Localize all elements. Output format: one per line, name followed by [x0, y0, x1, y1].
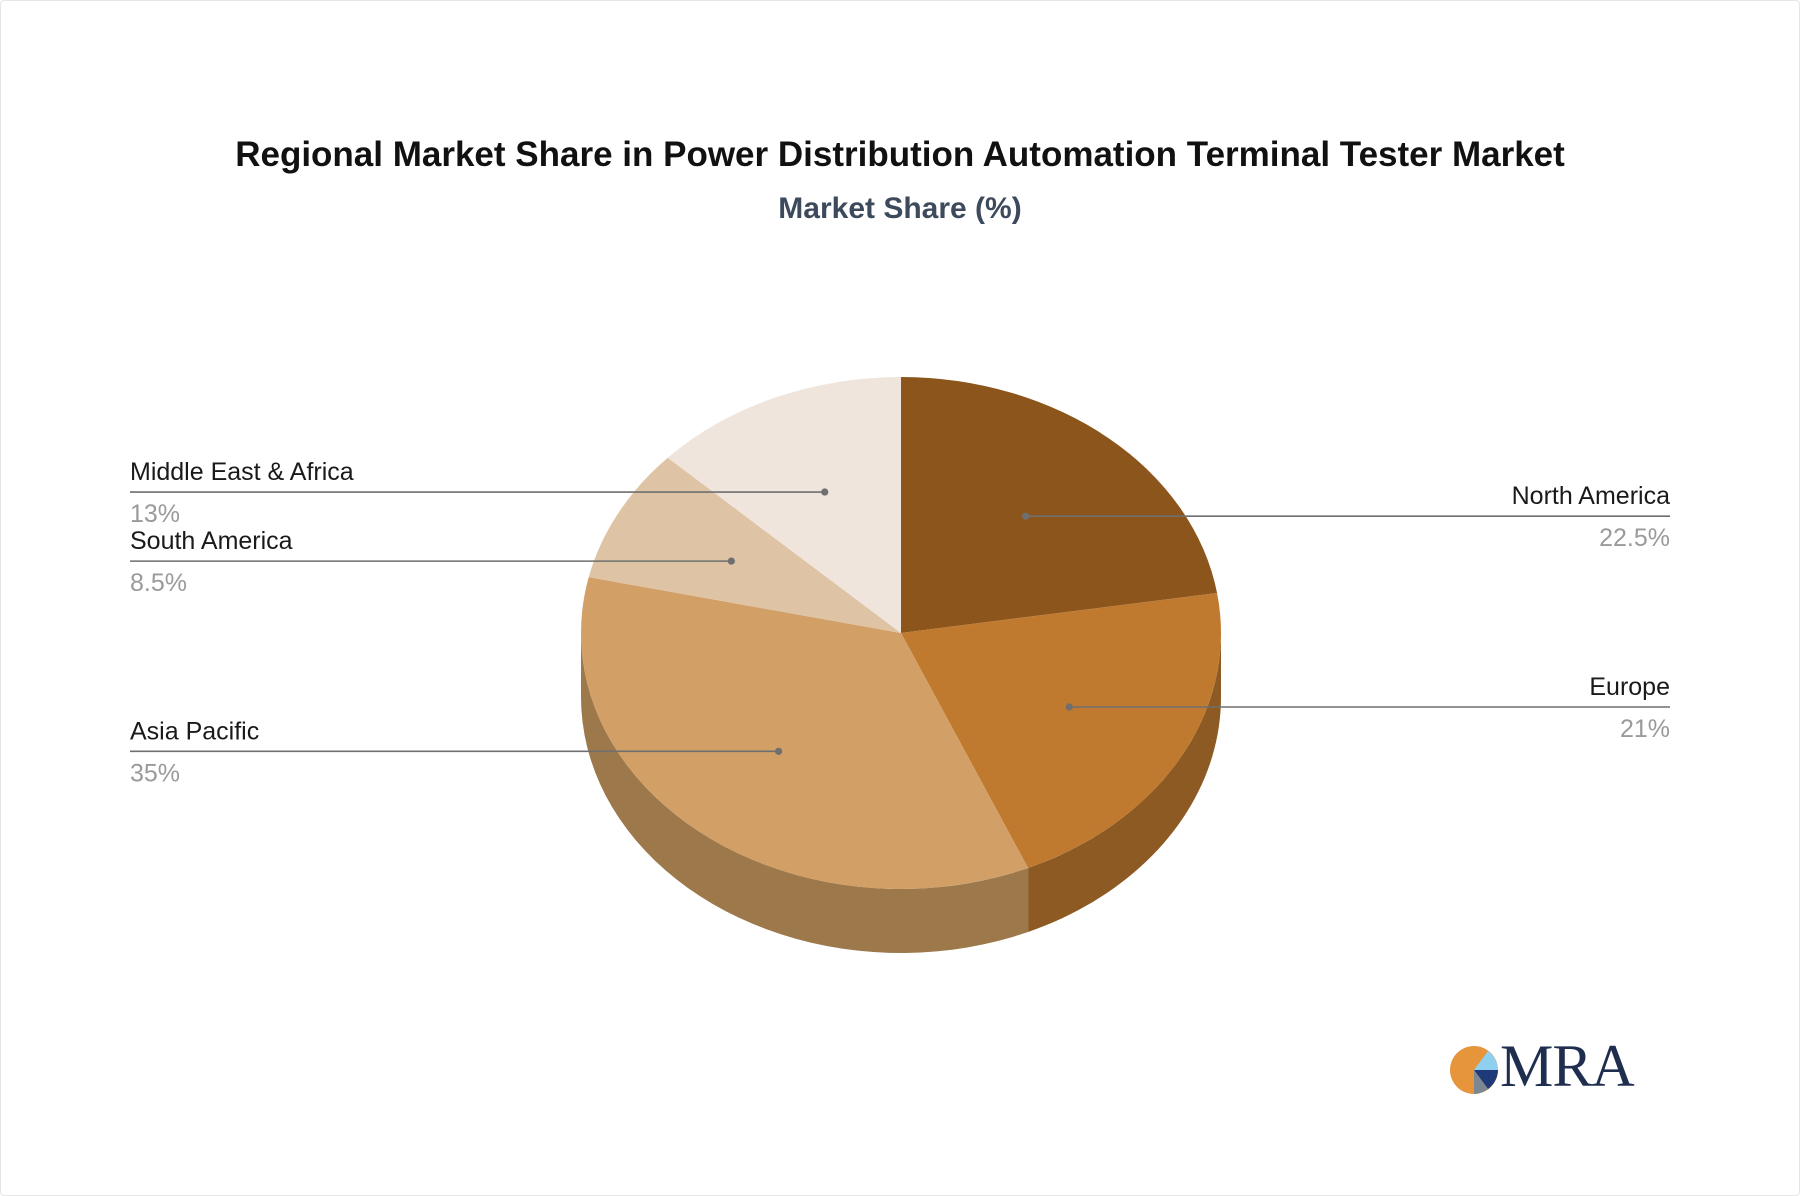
pie-side-asia-pacific	[581, 633, 1029, 953]
slice-label-europe: Europe	[1589, 673, 1670, 701]
chart-title: Regional Market Share in Power Distribut…	[235, 135, 1565, 174]
slice-label-asia-pacific: Asia Pacific	[130, 717, 259, 745]
pie-slices-group	[581, 377, 1222, 890]
pie-slice-south-america[interactable]	[588, 457, 901, 633]
leader-dot-asia-pacific	[775, 747, 783, 755]
pie-slice-north-america[interactable]	[901, 377, 1218, 633]
pie-slice-asia-pacific[interactable]	[581, 577, 1029, 890]
slice-label-north-america: North America	[1512, 482, 1670, 510]
leader-dot-europe	[1065, 703, 1073, 711]
slice-label-south-america: South America	[130, 527, 293, 555]
chart-subtitle: Market Share (%)	[778, 192, 1022, 225]
slice-value-europe: 21%	[1620, 715, 1670, 743]
pie-labels-group: North America 22.5% Europe 21% Asia Pacific 3…	[130, 458, 1670, 787]
mra-logo-text: MRA	[1500, 1033, 1635, 1099]
pie-depth-group	[581, 633, 1221, 953]
leader-dot-middle-east-and-africa	[821, 488, 829, 496]
pie-slice-middle-east-and-africa[interactable]	[667, 377, 901, 633]
slice-value-middle-east-and-africa: 13%	[130, 500, 180, 528]
mra-logo: MRA	[1448, 1033, 1638, 1099]
pie-slice-europe[interactable]	[901, 592, 1222, 868]
slice-value-north-america: 22.5%	[1599, 524, 1670, 552]
slice-value-asia-pacific: 35%	[130, 759, 180, 787]
leader-dot-south-america	[727, 557, 735, 565]
slice-label-middle-east-and-africa: Middle East & Africa	[130, 458, 354, 486]
leader-dot-north-america	[1022, 512, 1030, 520]
mra-logo-icon	[1450, 1046, 1498, 1094]
slice-value-south-america: 8.5%	[130, 569, 187, 597]
pie-side-europe	[1028, 633, 1221, 932]
